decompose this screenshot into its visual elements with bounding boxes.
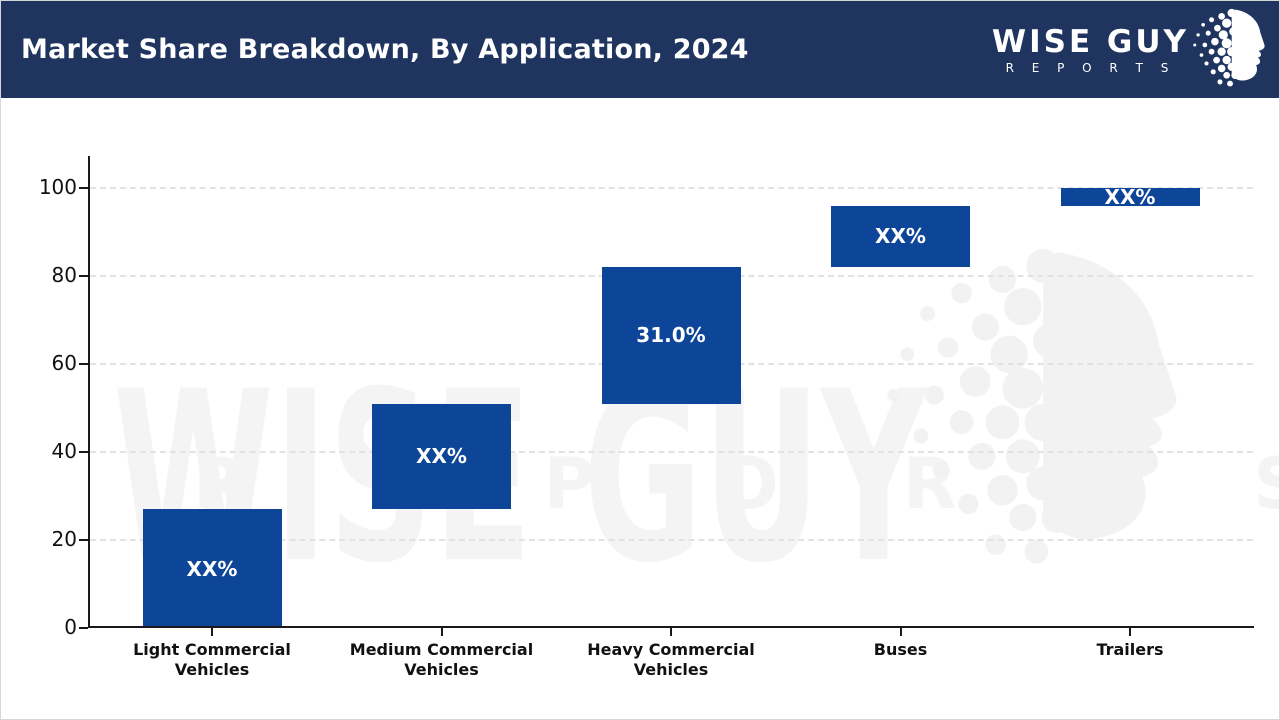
wise-guy-head-icon [1193,8,1265,87]
bar-value-label-trailers: XX% [1104,188,1156,206]
gridline-20 [90,539,1253,541]
y-tick-mark-60 [79,363,88,365]
chart-title: Market Share Breakdown, By Application, … [21,34,749,65]
x-category-label-medium-commercial-vehicles: Medium Commercial Vehicles [349,640,534,679]
y-tick-label-0: 0 [64,615,77,639]
bar-value-label-buses: XX% [875,224,926,249]
plot-area: WISE GUY R E P O R T S 020406080100XX%XX… [1,98,1279,719]
y-tick-label-20: 20 [51,527,77,551]
gridline-100 [90,187,1253,189]
x-axis [88,626,1254,628]
y-tick-label-80: 80 [51,263,77,287]
y-axis [88,156,90,628]
bar-trailers: XX% [1060,188,1200,206]
x-tick-mark-trailers [1129,628,1131,636]
y-tick-label-40: 40 [51,439,77,463]
y-tick-mark-20 [79,539,88,541]
brand-logo-text: WISE GUY R E P O R T S [992,25,1189,75]
bar-medium-commercial-vehicles: XX% [372,403,511,510]
y-tick-label-60: 60 [51,351,77,375]
x-tick-mark-medium-commercial-vehicles [440,628,443,636]
y-tick-label-100: 100 [38,175,77,199]
gridline-40 [90,451,1253,453]
bar-buses: XX% [831,205,970,268]
x-tick-mark-heavy-commercial-vehicles [670,628,672,636]
x-category-label-heavy-commercial-vehicles: Heavy Commercial Vehicles [587,640,755,679]
x-category-label-buses: Buses [873,640,928,659]
bar-heavy-commercial-vehicles: 31.0% [601,267,741,404]
y-tick-mark-80 [79,275,88,277]
y-tick-mark-0 [79,627,88,629]
y-tick-mark-40 [79,451,88,453]
brand-name: WISE GUY [991,24,1189,60]
y-tick-mark-100 [79,187,88,189]
x-tick-mark-buses [899,628,902,636]
bar-value-label-heavy-commercial-vehicles: 31.0% [636,323,706,348]
brand-subtitle: R E P O R T S [1005,61,1176,75]
bar-value-label-light-commercial-vehicles: XX% [186,556,238,581]
brand-logo: WISE GUY R E P O R T S [992,7,1267,93]
x-category-label-trailers: Trailers [1096,640,1164,659]
bar-light-commercial-vehicles: XX% [142,509,282,628]
header-bar: Market Share Breakdown, By Application, … [1,1,1279,98]
x-tick-mark-light-commercial-vehicles [211,628,213,636]
bar-value-label-medium-commercial-vehicles: XX% [416,444,467,469]
x-category-label-light-commercial-vehicles: Light Commercial Vehicles [133,640,291,679]
